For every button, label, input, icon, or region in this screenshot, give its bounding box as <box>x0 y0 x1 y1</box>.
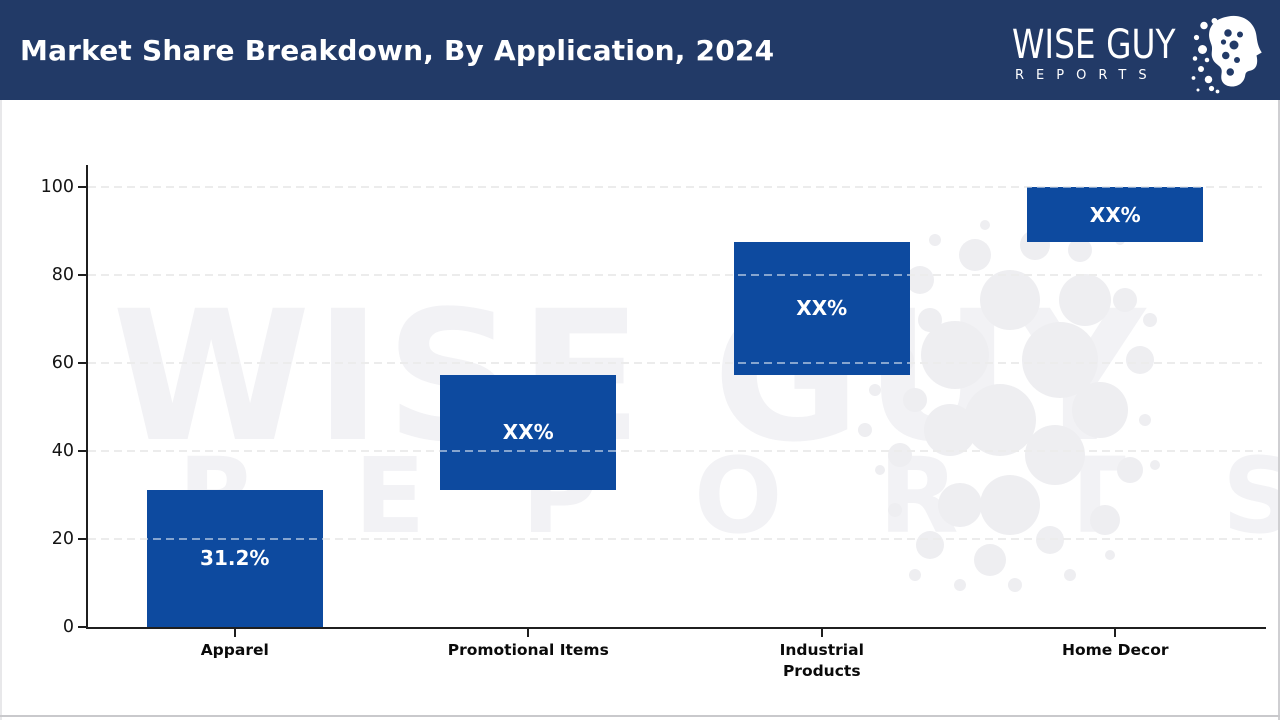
bar-value-label: XX% <box>796 296 848 321</box>
x-axis-line <box>86 627 1266 630</box>
y-tick-mark <box>78 626 86 628</box>
y-tick-label: 80 <box>51 265 74 285</box>
x-tick-label: Industrial Products <box>779 641 864 680</box>
y-tick-label: 0 <box>62 617 74 637</box>
y-tick-mark <box>78 450 86 452</box>
wise-guy-head-icon <box>1191 15 1262 94</box>
y-tick-label: 100 <box>40 177 74 197</box>
gridline-overlay <box>88 538 1262 540</box>
logo-wordmark-text: WISE GUY <box>1012 22 1176 68</box>
x-tick-mark <box>233 629 236 637</box>
page-title: Market Share Breakdown, By Application, … <box>20 34 775 67</box>
x-tick-mark <box>820 629 823 637</box>
logo-wordmark: WISE GUY REPORTS <box>1012 25 1188 83</box>
y-tick-label: 40 <box>51 441 74 461</box>
y-tick-mark <box>78 186 86 188</box>
y-tick-mark <box>78 274 86 276</box>
bar-value-label: 31.2% <box>200 546 270 571</box>
watermark-head-icon <box>858 215 1160 592</box>
gridline-overlay <box>88 450 1262 452</box>
gridline-overlay <box>88 186 1262 188</box>
gridline-overlay <box>88 274 1262 276</box>
y-tick-mark <box>78 538 86 540</box>
bar-value-label: XX% <box>502 420 554 445</box>
x-tick-mark <box>1114 629 1117 637</box>
x-tick-label: Home Decor <box>1061 641 1169 659</box>
left-border <box>0 100 2 720</box>
right-border <box>1278 100 1280 720</box>
bar-apparel <box>146 489 323 627</box>
y-tick-mark <box>78 362 86 364</box>
y-axis-line <box>86 165 89 629</box>
bar-industrial-products <box>733 242 910 375</box>
x-tick-mark <box>527 629 530 637</box>
wise-guy-logo: WISE GUY REPORTS <box>1012 12 1266 96</box>
header-bar: Market Share Breakdown, By Application, … <box>0 0 1280 100</box>
bar-value-label: XX% <box>1089 202 1141 227</box>
footer-rule <box>0 715 1280 717</box>
x-tick-label: Apparel <box>200 641 269 659</box>
gridline-overlay <box>88 362 1262 364</box>
x-tick-label: Promotional Items <box>447 641 609 659</box>
y-tick-label: 60 <box>51 353 74 373</box>
bar-promotional-items <box>440 374 617 490</box>
logo-reports-text: REPORTS <box>1015 68 1159 83</box>
bar-home-decor <box>1027 187 1204 242</box>
y-tick-label: 20 <box>51 529 74 549</box>
